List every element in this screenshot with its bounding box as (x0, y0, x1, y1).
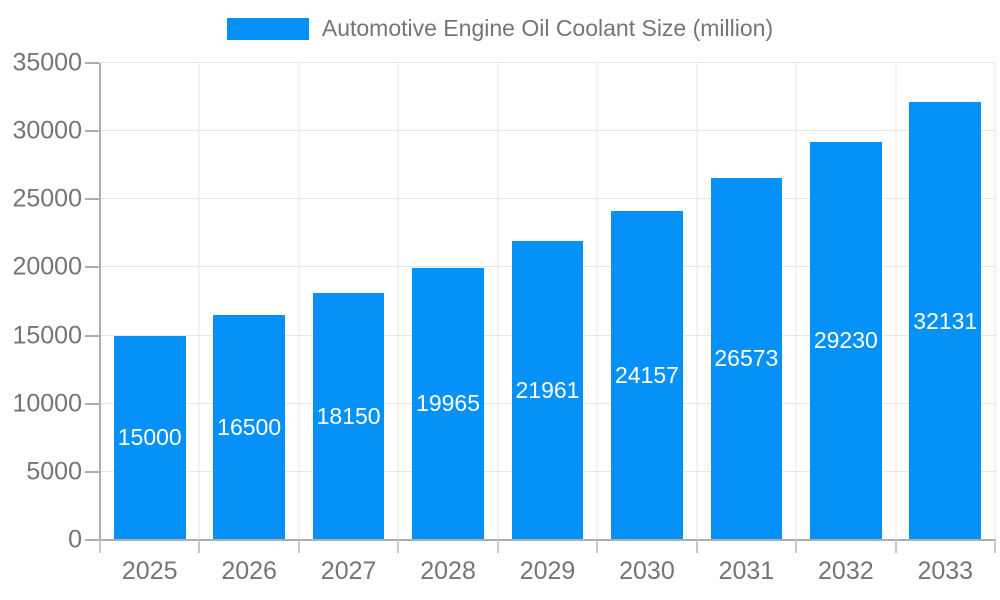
bar-value-label: 18150 (316, 402, 381, 429)
bar: 32131 (909, 102, 982, 540)
v-gridline (994, 63, 996, 540)
x-tick (99, 540, 101, 553)
y-tick (85, 470, 99, 473)
y-axis-label: 5000 (26, 457, 82, 486)
bar: 15000 (113, 335, 186, 540)
v-gridline (198, 63, 200, 540)
x-tick (894, 540, 897, 553)
y-tick (85, 266, 99, 269)
y-tick (85, 62, 99, 64)
x-tick (198, 540, 201, 553)
y-axis-label: 15000 (12, 321, 82, 350)
x-axis-label: 2031 (718, 557, 775, 585)
bar-value-label: 21961 (515, 376, 580, 403)
x-axis-line (99, 539, 996, 541)
x-tick (397, 540, 400, 553)
v-gridline (298, 63, 300, 540)
x-axis-label: 2026 (221, 557, 277, 585)
y-axis-label: 20000 (12, 252, 82, 281)
x-axis-label: 2025 (121, 557, 178, 585)
y-tick (85, 334, 99, 337)
bar: 21961 (511, 240, 584, 540)
bar-value-label: 26573 (714, 345, 779, 372)
y-axis-label: 10000 (12, 389, 82, 418)
bar: 24157 (611, 210, 683, 540)
bar: 19965 (412, 267, 484, 540)
y-tick (85, 198, 99, 201)
v-gridline (895, 63, 897, 540)
legend[interactable]: Automotive Engine Oil Coolant Size (mill… (0, 15, 1000, 42)
x-tick (297, 540, 300, 553)
x-axis-label: 2033 (917, 557, 974, 585)
bar: 18150 (312, 292, 385, 540)
x-axis-label: 2032 (818, 557, 874, 585)
h-gridline (100, 130, 995, 132)
bar-value-label: 19965 (416, 390, 481, 417)
x-tick (795, 540, 798, 553)
v-gridline (397, 63, 399, 540)
y-axis-label: 25000 (12, 184, 82, 213)
x-tick (596, 540, 599, 553)
h-gridline (100, 198, 995, 200)
y-axis-label: 30000 (12, 116, 82, 145)
x-tick (496, 540, 499, 553)
bar-value-label: 15000 (117, 424, 182, 451)
y-axis-label: 0 (68, 525, 82, 554)
x-axis-label: 2027 (320, 557, 377, 585)
bar-value-label: 29230 (813, 327, 878, 354)
v-gridline (497, 63, 499, 540)
y-tick (85, 130, 99, 133)
bar-value-label: 16500 (217, 414, 282, 441)
x-axis-label: 2030 (619, 557, 675, 585)
x-axis-label: 2028 (420, 557, 476, 585)
y-axis-label: 35000 (12, 48, 82, 77)
bar: 26573 (710, 177, 783, 540)
v-gridline (795, 63, 797, 540)
bar-value-label: 24157 (614, 361, 679, 388)
plot-area: 15000 16500 18150 19965 21961 24157 26573 29230… (100, 62, 996, 540)
bar: 29230 (810, 141, 882, 540)
bar: 16500 (213, 315, 285, 540)
legend-label: Automotive Engine Oil Coolant Size (mill… (321, 15, 774, 41)
y-tick (85, 539, 99, 541)
legend-swatch (226, 17, 309, 40)
y-axis-line (99, 63, 101, 553)
x-tick (695, 540, 698, 553)
h-gridline (100, 62, 995, 63)
v-gridline (596, 63, 598, 540)
bar-value-label: 32131 (913, 307, 978, 334)
x-tick (994, 540, 996, 553)
x-axis-label: 2029 (519, 557, 576, 585)
v-gridline (696, 63, 698, 540)
y-tick (85, 402, 99, 405)
